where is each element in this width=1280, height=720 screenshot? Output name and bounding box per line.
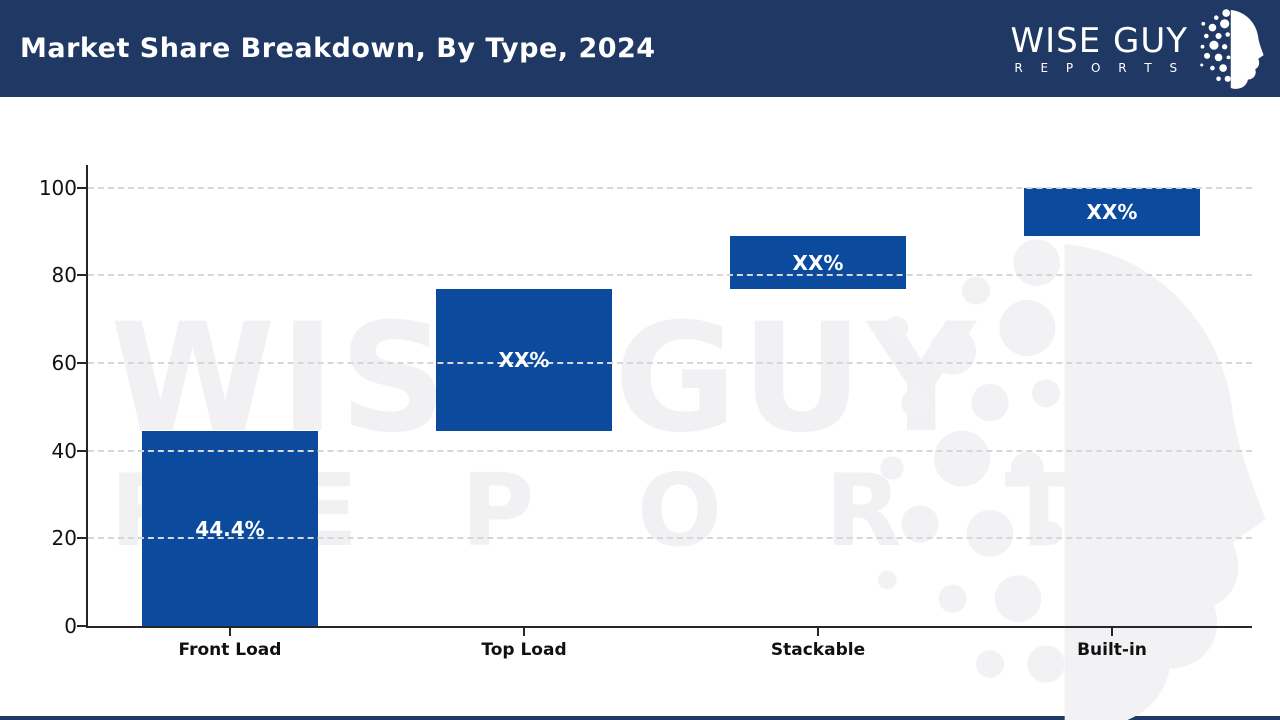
bar-built-in [1024, 187, 1200, 237]
x-tick-stackable [817, 628, 819, 636]
y-tick-0 [77, 625, 86, 627]
x-axis-label-stackable: Stackable [770, 640, 866, 660]
x-axis-label-front-load: Front Load [178, 640, 282, 660]
bar-stackable [730, 236, 906, 290]
x-tick-top-load [523, 628, 525, 636]
bar-top-load [436, 289, 612, 432]
y-tick-label-20: 20 [51, 526, 77, 551]
logo-line2: R E P O R T S [1014, 60, 1185, 75]
y-tick-60 [77, 361, 86, 364]
x-axis-spine [86, 626, 1252, 628]
gridline-60 [88, 361, 1252, 364]
x-tick-front-load [229, 628, 231, 636]
bar-label-front-load: 44.4% [195, 516, 265, 541]
logo-line1: WISE GUY [1010, 20, 1188, 61]
bar-label-stackable: XX% [792, 250, 844, 275]
y-tick-label-100: 100 [38, 175, 77, 200]
y-tick-80 [77, 274, 86, 277]
page-title: Market Share Breakdown, By Type, 2024 [20, 33, 656, 64]
bar-label-built-in: XX% [1086, 199, 1138, 224]
y-tick-label-0: 0 [64, 614, 77, 638]
gridline-100 [88, 186, 1252, 189]
y-tick-100 [77, 186, 86, 189]
bar-front-load [142, 431, 318, 626]
y-tick-20 [77, 537, 86, 540]
x-axis-label-built-in: Built-in [1077, 640, 1147, 660]
gridline-80 [88, 274, 1252, 277]
y-axis-spine [86, 165, 88, 628]
y-tick-label-80: 80 [51, 263, 77, 288]
gridline-40 [88, 449, 1252, 452]
y-tick-label-60: 60 [51, 350, 77, 375]
logo-wordmark: WISE GUY R E P O R T S [1010, 24, 1188, 74]
x-axis-label-top-load: Top Load [481, 640, 567, 660]
gridline-20 [88, 537, 1252, 540]
footer-bar [0, 716, 1280, 720]
wise-guy-reports-logo: WISE GUY R E P O R T S [1010, 7, 1280, 91]
logo-head-icon [1200, 8, 1264, 89]
bar-label-top-load: XX% [498, 348, 550, 373]
y-tick-label-40: 40 [51, 438, 77, 463]
y-tick-40 [77, 449, 86, 452]
x-tick-built-in [1111, 628, 1113, 636]
header-bar: Market Share Breakdown, By Type, 2024 WI… [0, 0, 1280, 97]
